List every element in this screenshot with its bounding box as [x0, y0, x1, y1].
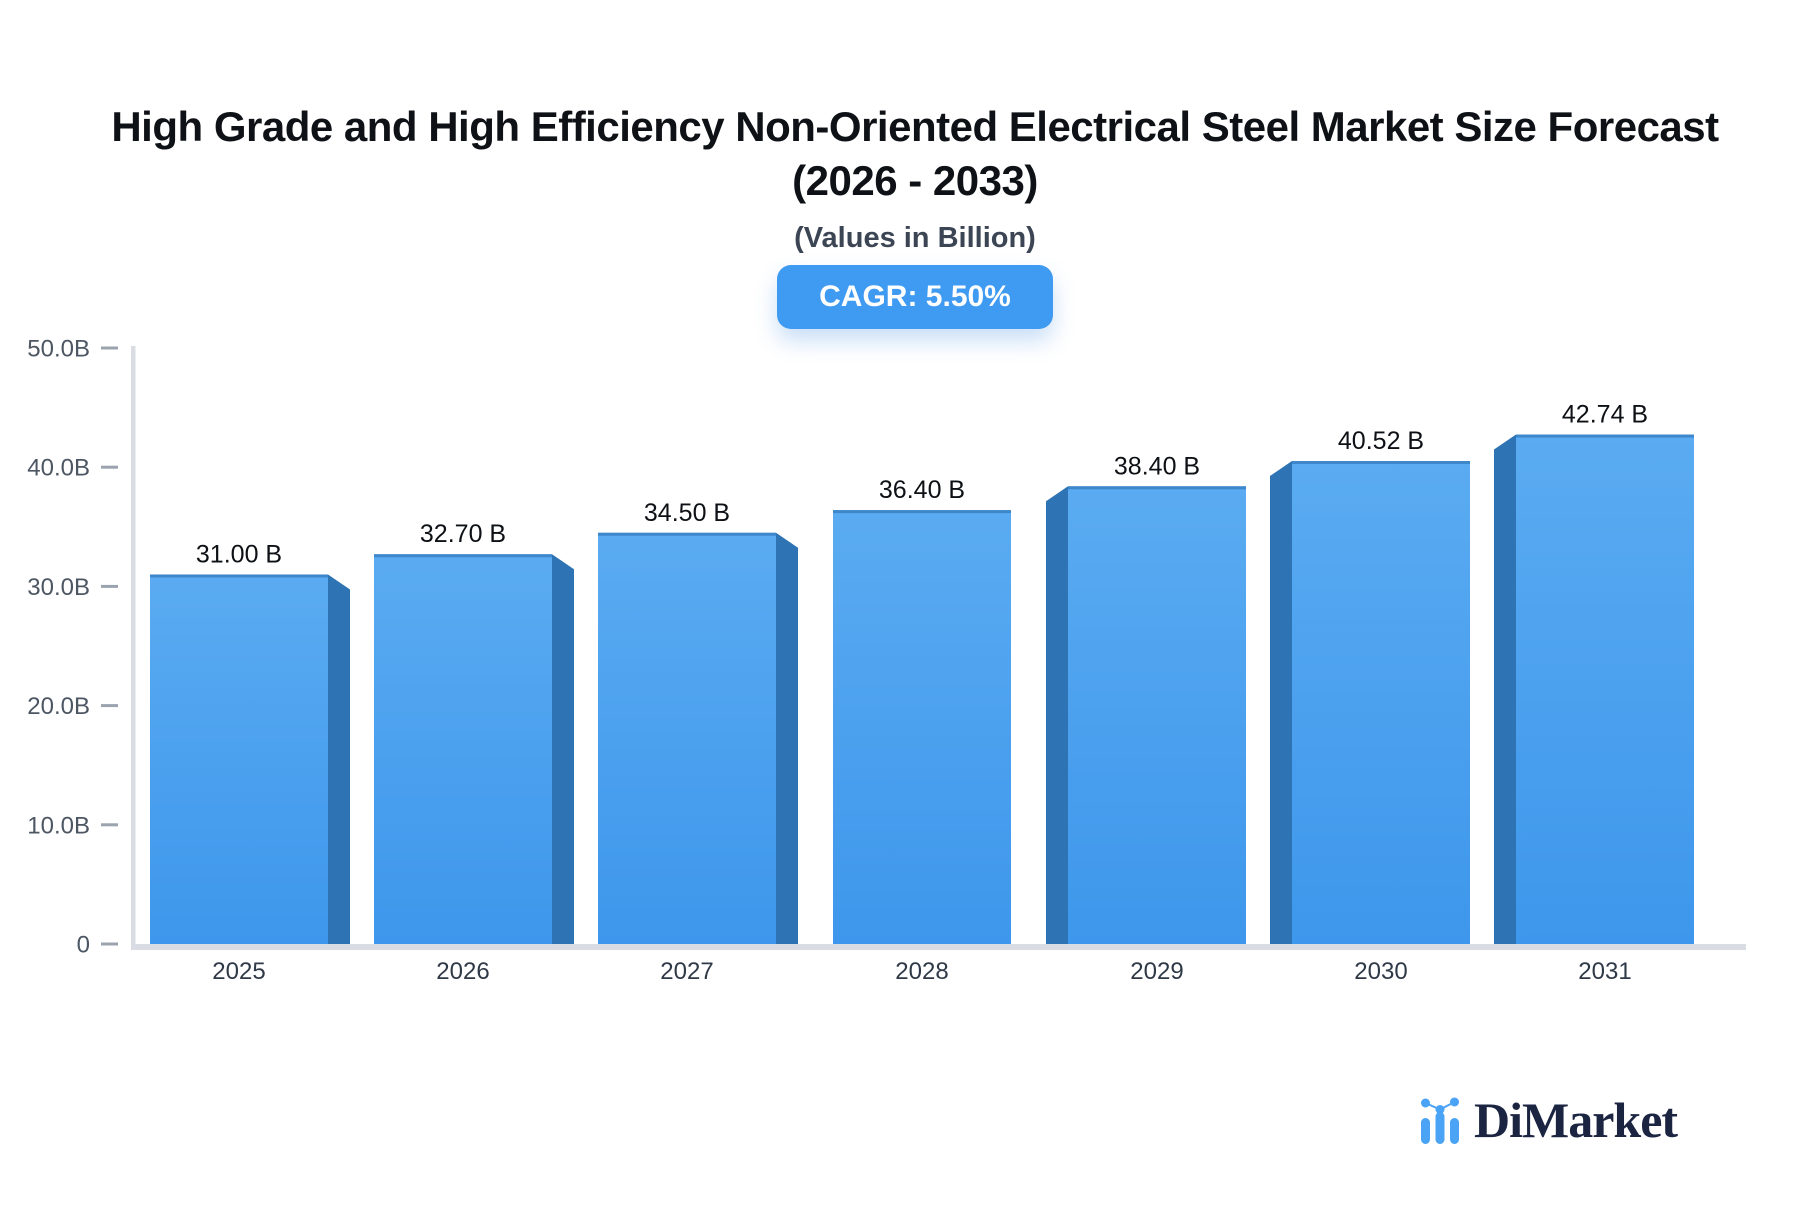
bar-side — [1046, 486, 1068, 944]
bar-2025 — [150, 574, 328, 944]
y-tick-label: 0 — [77, 932, 90, 959]
y-tick — [101, 942, 118, 946]
bar-value-label: 42.74 B — [1562, 401, 1648, 429]
y-tick-label: 10.0B — [27, 812, 90, 839]
bar-side — [776, 532, 798, 944]
cagr-badge: CAGR: 5.50% — [777, 265, 1053, 329]
bar-side — [328, 574, 350, 944]
y-tick-label: 50.0B — [27, 336, 90, 363]
x-tick-label: 2026 — [436, 958, 489, 985]
bar-top-edge — [1292, 461, 1470, 465]
y-tick — [101, 346, 118, 350]
bar-side — [1270, 461, 1292, 944]
y-tick-label: 20.0B — [27, 693, 90, 720]
bar-value-label: 36.40 B — [879, 476, 965, 504]
bar-value-label: 31.00 B — [196, 540, 282, 568]
bar-value-label: 38.40 B — [1114, 452, 1200, 480]
bar-2027 — [598, 532, 776, 944]
chart-header: High Grade and High Efficiency Non-Orien… — [30, 100, 1800, 329]
bar-value-label: 32.70 B — [420, 520, 506, 548]
bar-2026 — [374, 554, 552, 944]
bar-top-edge — [1516, 434, 1694, 438]
x-tick-label: 2028 — [895, 958, 948, 985]
y-tick-label: 30.0B — [27, 574, 90, 601]
chart-title-line2: (2026 - 2033) — [792, 157, 1038, 204]
y-tick — [101, 704, 118, 708]
bar-top-edge — [374, 554, 552, 558]
x-tick-label: 2029 — [1130, 958, 1183, 985]
dimarket-logo: DiMarket — [1420, 1092, 1678, 1148]
bar-value-label: 40.52 B — [1338, 427, 1424, 455]
y-tick-label: 40.0B — [27, 455, 90, 482]
bar-2028 — [833, 510, 1011, 944]
bar-top-edge — [150, 574, 328, 578]
bar-2029 — [1068, 486, 1246, 944]
x-axis-line — [131, 944, 1746, 950]
chart-subtitle: (Values in Billion) — [794, 222, 1036, 254]
logo-text: DiMarket — [1474, 1092, 1678, 1148]
bar-side — [552, 554, 574, 944]
bar-2031 — [1516, 434, 1694, 944]
y-axis-line — [131, 346, 136, 950]
bar-top-edge — [598, 532, 776, 536]
x-tick-label: 2031 — [1578, 958, 1631, 985]
y-tick — [101, 584, 118, 588]
bar-chart-logo-icon — [1421, 1097, 1459, 1144]
y-tick — [101, 823, 118, 827]
x-tick-label: 2025 — [212, 958, 265, 985]
y-tick — [101, 465, 118, 469]
chart-title-line1: High Grade and High Efficiency Non-Orien… — [111, 103, 1719, 150]
bar-side — [1494, 434, 1516, 944]
bar-value-label: 34.50 B — [644, 499, 730, 527]
x-tick-label: 2030 — [1354, 958, 1407, 985]
x-tick-label: 2027 — [660, 958, 713, 985]
bar-top-edge — [833, 510, 1011, 514]
bar-top-edge — [1068, 486, 1246, 490]
bar-2030 — [1292, 461, 1470, 944]
